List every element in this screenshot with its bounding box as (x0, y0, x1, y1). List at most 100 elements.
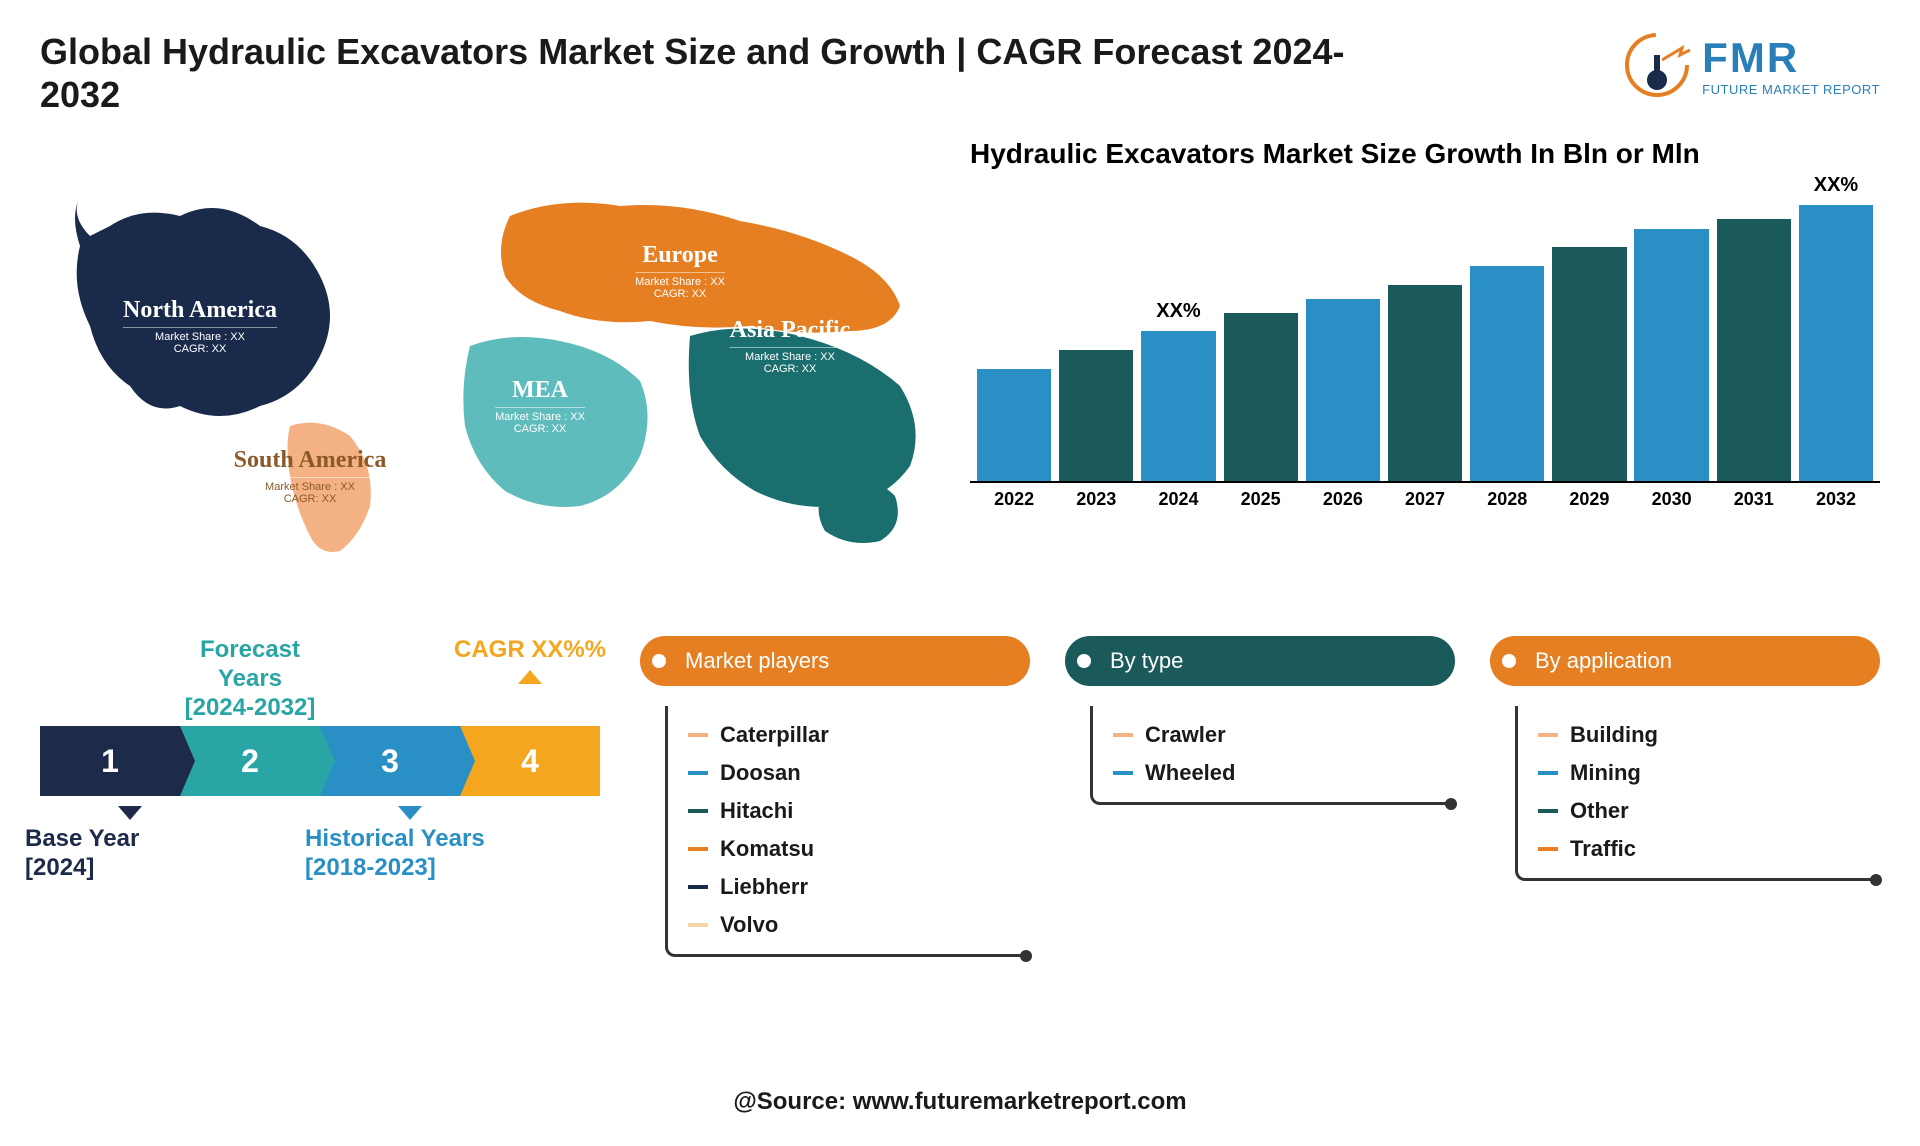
chart-title: Hydraulic Excavators Market Size Growth … (970, 136, 1880, 172)
category-item-text: Doosan (720, 760, 801, 786)
arrow-down-icon (118, 806, 142, 820)
category-item: Caterpillar (688, 716, 1030, 754)
category-list: Crawler Wheeled (1090, 706, 1455, 805)
item-dash-icon (1113, 771, 1133, 775)
category-item: Liebherr (688, 868, 1030, 906)
bar-wrapper: 2023 (1057, 350, 1135, 481)
region-stats: Market Share : XXCAGR: XX (234, 477, 387, 505)
category-item: Volvo (688, 906, 1030, 944)
item-dash-icon (688, 809, 708, 813)
category-item-text: Crawler (1145, 722, 1226, 748)
item-dash-icon (1538, 733, 1558, 737)
arrow-up-icon (518, 670, 542, 684)
bar-wrapper: 2030 (1633, 229, 1711, 481)
category-column: Market players Caterpillar Doosan Hitachi Ko… (640, 636, 1030, 957)
category-header: By application (1490, 636, 1880, 686)
category-item-text: Hitachi (720, 798, 793, 824)
source-text: @Source: www.futuremarketreport.com (733, 1088, 1186, 1116)
chart-bar (1306, 299, 1380, 481)
region-name: Asia Pacific (730, 317, 851, 344)
timeline-label: Historical Years[2018-2023] (305, 806, 515, 883)
region-label-south-america: South America Market Share : XXCAGR: XX (234, 447, 387, 505)
item-dash-icon (1113, 733, 1133, 737)
item-dash-icon (688, 847, 708, 851)
category-header: Market players (640, 636, 1030, 686)
bar-wrapper: XX% 2024 (1139, 331, 1217, 480)
category-item: Doosan (688, 754, 1030, 792)
bar-label: 2025 (1241, 489, 1281, 510)
bar-wrapper: 2027 (1386, 285, 1464, 481)
category-header-text: By application (1535, 648, 1672, 674)
item-dash-icon (688, 771, 708, 775)
category-header: By type (1065, 636, 1455, 686)
region-stats: Market Share : XXCAGR: XX (730, 347, 851, 375)
timeline-segment: 4 (460, 726, 600, 796)
chart-section: Hydraulic Excavators Market Size Growth … (970, 136, 1880, 556)
bar-wrapper: 2031 (1715, 219, 1793, 480)
chart-bar (1634, 229, 1708, 481)
arrow-up-icon (238, 728, 262, 742)
item-dash-icon (688, 885, 708, 889)
bar-label: 2032 (1816, 489, 1856, 510)
bar-label: 2026 (1323, 489, 1363, 510)
category-item: Wheeled (1113, 754, 1455, 792)
chart-bar (1059, 350, 1133, 481)
category-column: By application Building Mining Other Traffic (1490, 636, 1880, 957)
item-dash-icon (688, 923, 708, 927)
bar-annotation: XX% (1814, 174, 1858, 197)
category-item-text: Wheeled (1145, 760, 1235, 786)
region-stats: Market Share : XXCAGR: XX (123, 327, 277, 355)
chart-bar (1552, 247, 1626, 480)
bar-label: 2029 (1569, 489, 1609, 510)
bar-wrapper: 2029 (1550, 247, 1628, 480)
bar-label: 2023 (1076, 489, 1116, 510)
header: Global Hydraulic Excavators Market Size … (40, 30, 1880, 116)
category-item-text: Mining (1570, 760, 1641, 786)
region-name: South America (234, 447, 387, 474)
category-item-text: Komatsu (720, 836, 814, 862)
category-item-text: Other (1570, 798, 1629, 824)
category-item: Other (1538, 792, 1880, 830)
bar-wrapper: 2028 (1468, 266, 1546, 481)
category-item: Building (1538, 716, 1880, 754)
bar-chart: 2022 2023 XX% 2024 2025 2026 2027 2028 2… (970, 183, 1880, 483)
category-item-text: Building (1570, 722, 1658, 748)
item-dash-icon (688, 733, 708, 737)
chart-bar (1224, 313, 1298, 481)
category-item-text: Traffic (1570, 836, 1636, 862)
category-item-text: Liebherr (720, 874, 808, 900)
timeline-label: Base Year[2024] (25, 806, 235, 883)
category-header-text: Market players (685, 648, 829, 674)
item-dash-icon (1538, 847, 1558, 851)
bar-wrapper: 2022 (975, 369, 1053, 481)
page-title: Global Hydraulic Excavators Market Size … (40, 30, 1390, 116)
chart-bar (1470, 266, 1544, 481)
chart-bar (1388, 285, 1462, 481)
region-name: MEA (495, 377, 585, 404)
chart-bar (1717, 219, 1791, 480)
timeline-segment: 3 (320, 726, 460, 796)
bar-label: 2022 (994, 489, 1034, 510)
chart-bar (1141, 331, 1215, 480)
bar-label: 2031 (1734, 489, 1774, 510)
logo: FMR FUTURE MARKET REPORT (1622, 30, 1880, 100)
bar-label: 2030 (1652, 489, 1692, 510)
bottom-section: 1234 Base Year[2024]Forecast Years[2024-… (40, 636, 1880, 957)
category-item: Komatsu (688, 830, 1030, 868)
bar-wrapper: 2025 (1222, 313, 1300, 481)
category-item: Mining (1538, 754, 1880, 792)
region-label-asia-pacific: Asia Pacific Market Share : XXCAGR: XX (730, 317, 851, 375)
region-label-north-america: North AmericaMarket Share : XXCAGR: XX (123, 297, 277, 355)
bar-label: 2028 (1487, 489, 1527, 510)
timeline-bar: 1234 (40, 726, 600, 796)
item-dash-icon (1538, 771, 1558, 775)
timeline: 1234 Base Year[2024]Forecast Years[2024-… (40, 636, 600, 796)
category-list: Caterpillar Doosan Hitachi Komatsu Liebherr V… (665, 706, 1030, 957)
category-column: By type Crawler Wheeled (1065, 636, 1455, 957)
logo-main: FMR (1702, 34, 1880, 82)
region-label-mea: MEA Market Share : XXCAGR: XX (495, 377, 585, 435)
category-item: Hitachi (688, 792, 1030, 830)
region-stats: Market Share : XXCAGR: XX (495, 407, 585, 435)
chart-bar (977, 369, 1051, 481)
region-name: Europe (635, 242, 725, 269)
